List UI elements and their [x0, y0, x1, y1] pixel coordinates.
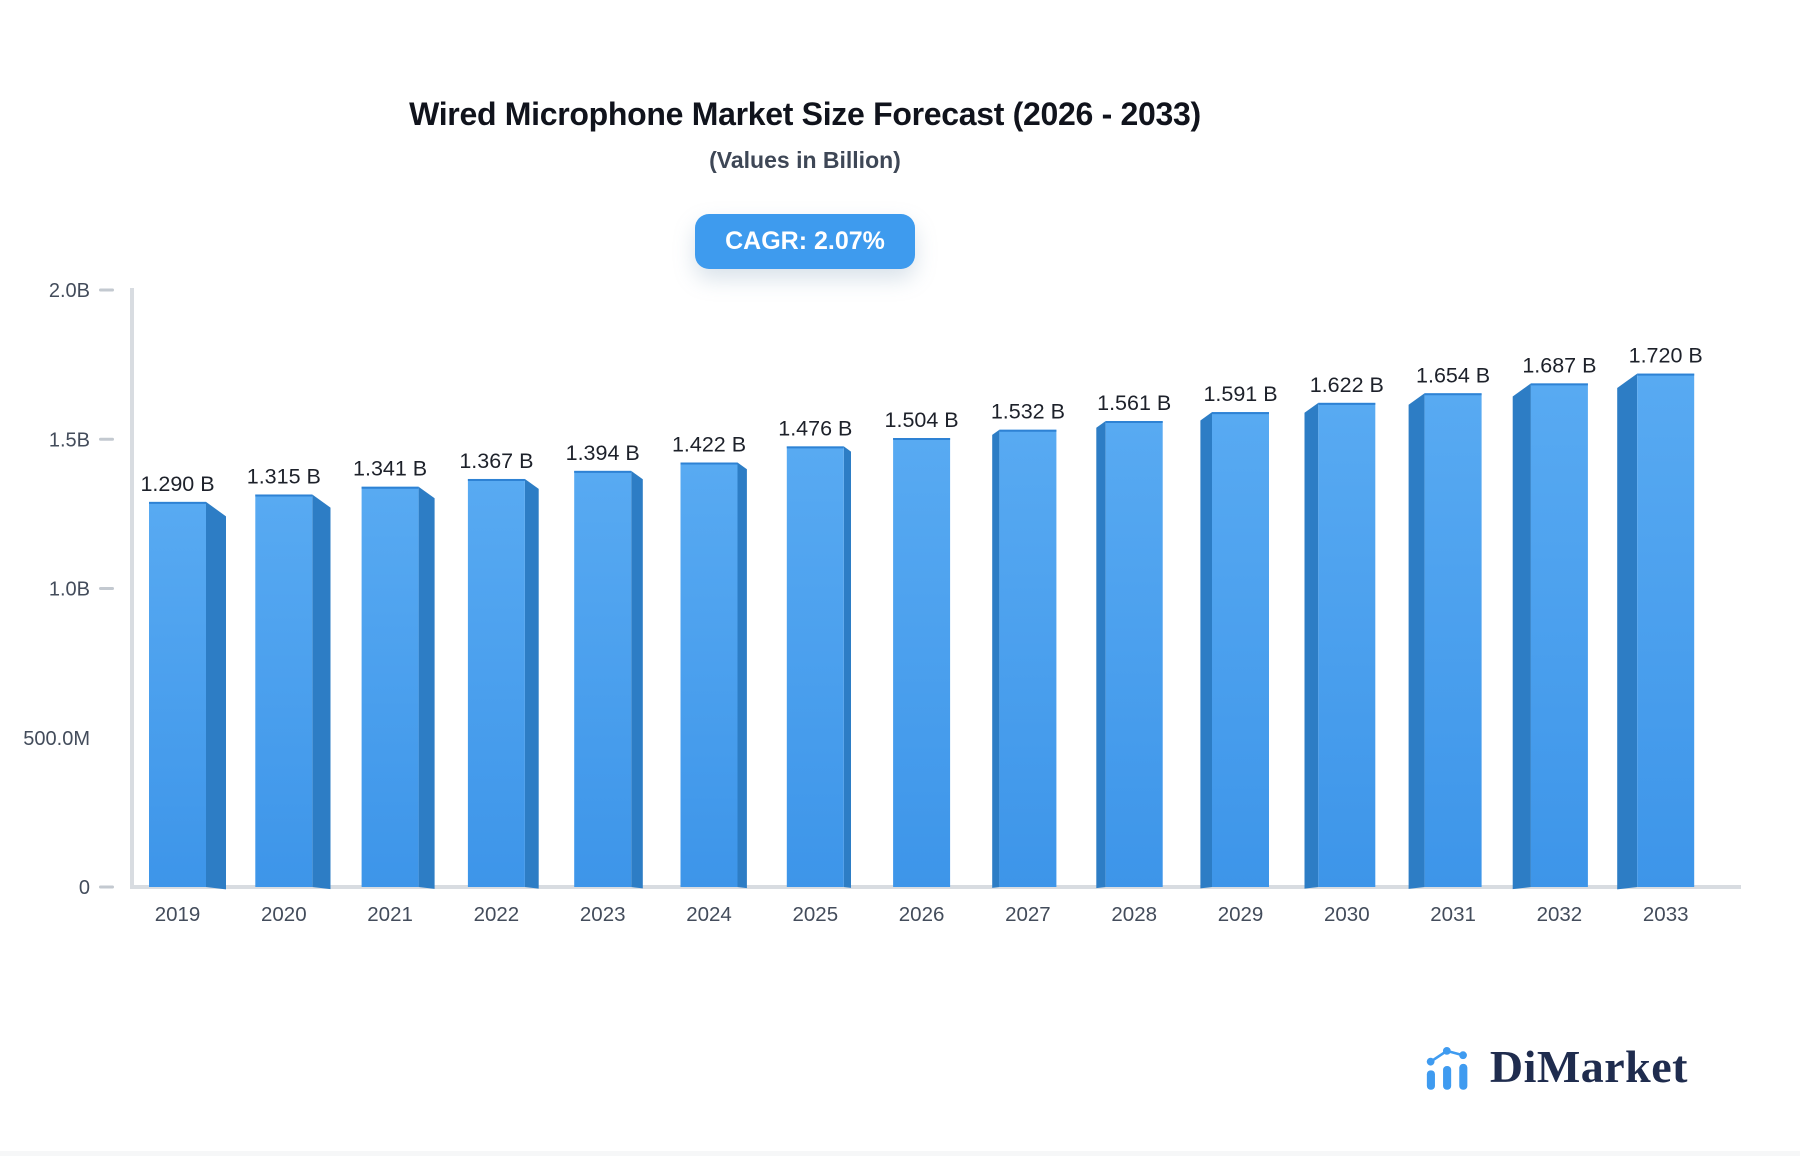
bar-front-face [1637, 373, 1695, 888]
bar-side-face [631, 470, 643, 889]
bar-front-face [467, 478, 525, 887]
bar-2022[interactable]: 1.367 B 2022 [459, 449, 539, 926]
bar-value-label: 1.504 B [885, 408, 959, 432]
y-tick-label: 0 [79, 877, 90, 899]
bar-front-face [1424, 393, 1482, 887]
y-tick-mark [99, 587, 114, 590]
bar-side-face [737, 462, 747, 889]
x-axis-label: 2027 [1005, 903, 1051, 926]
x-axis-label: 2026 [899, 903, 945, 926]
bar-value-label: 1.476 B [778, 416, 852, 440]
bar-2029[interactable]: 1.591 B 2029 [1200, 382, 1278, 926]
bar-side-face [1408, 393, 1425, 889]
x-axis-label: 2025 [792, 903, 838, 926]
bar-front-face [361, 486, 419, 887]
x-axis-label: 2019 [155, 903, 201, 926]
chart-header: Wired Microphone Market Size Forecast (2… [0, 0, 1610, 269]
bar-value-label: 1.394 B [566, 441, 640, 465]
y-tick-mark [99, 885, 114, 889]
y-tick-label: 2.0B [49, 280, 90, 302]
bar-value-label: 1.422 B [672, 433, 746, 457]
bar-side-face [418, 486, 435, 889]
page-title: Wired Microphone Market Size Forecast (2… [409, 96, 1201, 132]
bar-front-face [1105, 421, 1163, 887]
y-tick-mark [99, 288, 114, 292]
y-tick-label: 500.0M [23, 728, 90, 750]
bar-value-label: 1.341 B [353, 457, 427, 481]
mini-bar-chart-icon [1426, 1046, 1468, 1090]
bar-side-face [312, 494, 331, 890]
bar-value-label: 1.367 B [459, 449, 533, 473]
y-axis-line [130, 288, 134, 889]
bar-side-face [1304, 402, 1319, 889]
x-axis-label: 2024 [686, 903, 732, 926]
x-axis-label: 2028 [1111, 903, 1157, 926]
bar-side-face [1512, 383, 1531, 890]
bar-front-face [893, 438, 951, 887]
y-tick-label: 1.0B [49, 579, 90, 601]
bar-2032[interactable]: 1.687 B 2032 [1512, 353, 1597, 926]
bar-2030[interactable]: 1.622 B 2030 [1304, 373, 1384, 926]
bar-front-face [255, 494, 313, 887]
bar-front-face [786, 446, 844, 887]
bar-side-face [1200, 412, 1212, 889]
x-axis-label: 2032 [1537, 903, 1583, 926]
bar-2028[interactable]: 1.561 B 2028 [1096, 391, 1171, 926]
bar-value-label: 1.591 B [1203, 382, 1277, 406]
bar-2033[interactable]: 1.720 B 2033 [1617, 344, 1703, 926]
x-axis-label: 2020 [261, 903, 307, 926]
bar-side-face [843, 446, 851, 888]
bar-2027[interactable]: 1.532 B 2027 [991, 400, 1065, 926]
bar-value-label: 1.532 B [991, 400, 1065, 424]
bar-value-label: 1.622 B [1310, 373, 1384, 397]
page-subtitle: (Values in Billion) [709, 147, 901, 173]
bar-value-label: 1.687 B [1522, 353, 1596, 377]
bar-value-label: 1.290 B [140, 472, 214, 496]
bar-side-face [992, 429, 1000, 888]
bar-front-face [999, 429, 1057, 887]
brand-name: DiMarket [1489, 1040, 1688, 1092]
x-axis-label: 2021 [367, 903, 413, 926]
y-tick-label: 1.5B [49, 429, 90, 451]
bar-value-label: 1.561 B [1097, 391, 1171, 415]
x-axis-label: 2029 [1218, 903, 1264, 926]
bar-2020[interactable]: 1.315 B 2020 [247, 464, 331, 926]
x-axis-label: 2033 [1643, 903, 1689, 926]
bar-front-face [574, 470, 632, 887]
bar-2023[interactable]: 1.394 B 2023 [566, 441, 643, 926]
bar-front-face [680, 462, 738, 887]
x-axis-label: 2022 [474, 903, 520, 926]
bar-front-face [1318, 402, 1376, 887]
bar-chart: 2.0B 1.5B 1.0B 500.0M 0 1.290 B 2019 1.315 B 202… [23, 280, 1741, 926]
x-axis-label: 2023 [580, 903, 626, 926]
cagr-badge: CAGR: 2.07% [695, 214, 915, 269]
bar-2019[interactable]: 1.290 B 2019 [140, 472, 226, 926]
bar-side-face [524, 478, 539, 889]
bar-side-face [1096, 421, 1106, 889]
bar-value-label: 1.654 B [1416, 363, 1490, 387]
brand-logo: DiMarket [1422, 1039, 1688, 1093]
bar-2021[interactable]: 1.341 B 2021 [353, 457, 435, 926]
x-axis-label: 2031 [1430, 903, 1476, 926]
bar-value-label: 1.720 B [1629, 344, 1703, 368]
bar-value-label: 1.315 B [247, 464, 321, 488]
bar-2031[interactable]: 1.654 B 2031 [1408, 363, 1491, 926]
bar-side-face [1617, 373, 1638, 890]
y-tick-mark [99, 437, 114, 441]
bar-side-face [206, 501, 226, 890]
bar-front-face [1530, 383, 1588, 887]
bar-front-face [149, 501, 206, 887]
x-axis-label: 2030 [1324, 903, 1370, 926]
bar-2025[interactable]: 1.476 B 2025 [778, 416, 852, 926]
bar-front-face [1212, 412, 1269, 887]
bar-2026[interactable]: 1.504 B 2026 [885, 408, 959, 926]
bar-2024[interactable]: 1.422 B 2024 [672, 433, 747, 926]
